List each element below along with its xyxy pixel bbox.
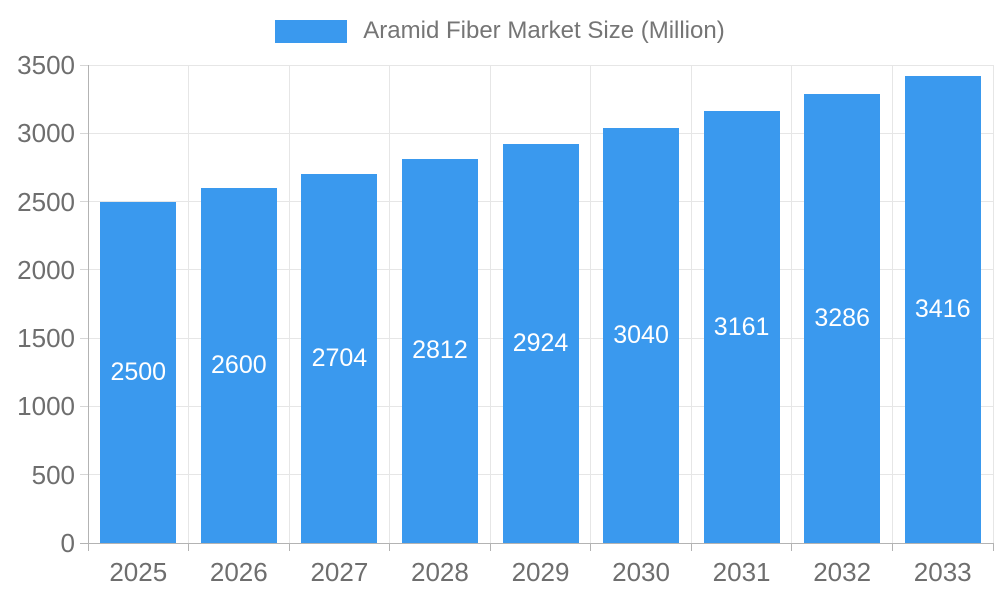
x-axis-label: 2025 <box>109 557 168 587</box>
x-axis-tick <box>992 543 994 551</box>
y-axis-label: 2000 <box>17 254 75 285</box>
x-axis-label: 2032 <box>813 557 872 587</box>
y-axis-label: 0 <box>60 528 75 558</box>
bar-value-label: 2704 <box>311 343 368 372</box>
x-axis-label: 2026 <box>209 557 268 587</box>
gridline-vertical <box>590 65 592 543</box>
bar-value-label: 3040 <box>613 320 669 349</box>
y-axis-line <box>87 65 89 543</box>
gridline-vertical <box>891 65 893 543</box>
y-axis-tick <box>80 474 88 476</box>
bar-value-label: 3416 <box>914 295 971 324</box>
x-axis-tick <box>87 543 89 551</box>
x-axis-tick <box>690 543 692 551</box>
y-axis-label: 2500 <box>17 186 75 217</box>
bar-2028: 2812 <box>401 158 478 543</box>
gridline-vertical <box>389 65 391 543</box>
y-axis-tick <box>80 337 88 339</box>
chart-legend: Aramid Fiber Market Size (Million) <box>0 17 1000 45</box>
y-axis-tick <box>80 64 88 66</box>
legend-label: Aramid Fiber Market Size (Million) <box>363 17 725 44</box>
x-axis-label: 2033 <box>913 557 972 587</box>
x-axis-label: 2031 <box>712 557 771 587</box>
x-axis-tick <box>389 543 391 551</box>
x-axis-tick <box>188 543 190 551</box>
bar-2025: 2500 <box>100 201 177 543</box>
bar-2032: 3286 <box>804 94 881 543</box>
bar-2027: 2704 <box>301 173 378 543</box>
gridline-vertical <box>288 65 290 543</box>
x-axis-tick <box>489 543 491 551</box>
bar-value-label: 3161 <box>713 312 770 341</box>
bar-2030: 3040 <box>603 127 680 543</box>
x-axis-tick <box>288 543 290 551</box>
legend-swatch <box>275 19 348 43</box>
y-axis-tick <box>80 542 88 544</box>
gridline-vertical <box>791 65 793 543</box>
y-axis-label: 3500 <box>17 50 75 80</box>
bar-value-label: 2812 <box>412 336 468 365</box>
x-axis-label: 2027 <box>310 557 369 587</box>
y-axis-tick <box>80 269 88 271</box>
y-axis-tick <box>80 132 88 134</box>
x-axis-tick <box>590 543 592 551</box>
x-axis-label: 2029 <box>511 557 570 587</box>
bar-2031: 3161 <box>703 111 780 543</box>
x-axis-label: 2030 <box>612 557 670 587</box>
gridline-horizontal <box>88 64 993 66</box>
bar-2029: 2924 <box>502 143 579 543</box>
gridline-horizontal <box>88 542 993 544</box>
y-axis-label: 3000 <box>17 118 75 149</box>
gridline-vertical <box>188 65 190 543</box>
bar-value-label: 2600 <box>211 350 267 379</box>
bar-2033: 3416 <box>904 76 981 543</box>
bar-value-label: 2500 <box>110 357 167 386</box>
gridline-horizontal <box>88 132 993 134</box>
y-axis-label: 1000 <box>17 391 75 422</box>
y-axis-tick <box>80 405 88 407</box>
gridline-vertical <box>489 65 491 543</box>
bar-value-label: 3286 <box>814 304 870 333</box>
gridline-vertical <box>690 65 692 543</box>
gridline-vertical <box>992 65 994 543</box>
bar-2026: 2600 <box>200 187 277 543</box>
x-axis-tick <box>891 543 893 551</box>
bar-value-label: 2924 <box>512 328 569 357</box>
x-axis-label: 2028 <box>411 557 469 587</box>
y-axis-label: 500 <box>31 459 75 490</box>
y-axis-tick <box>80 201 88 203</box>
y-axis-label: 1500 <box>17 323 75 354</box>
x-axis-tick <box>791 543 793 551</box>
